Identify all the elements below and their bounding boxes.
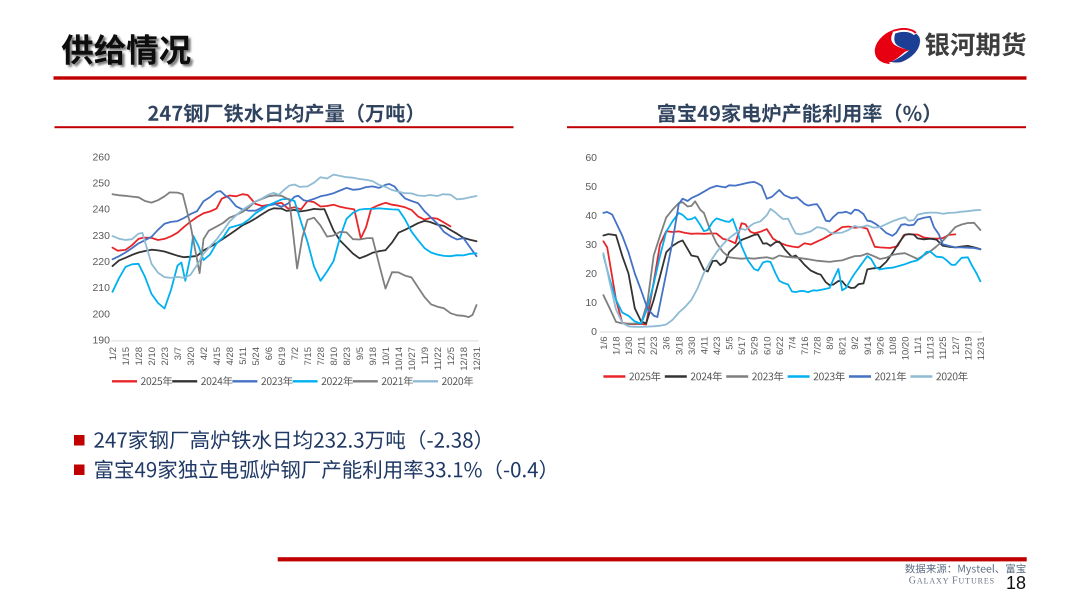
svg-text:8/21: 8/21 (838, 337, 849, 356)
svg-text:7/28: 7/28 (316, 347, 327, 366)
svg-text:5/11: 5/11 (238, 347, 249, 365)
svg-text:18: 18 (1006, 573, 1026, 593)
svg-text:2/23: 2/23 (649, 337, 660, 356)
svg-text:7/16: 7/16 (800, 337, 811, 356)
svg-text:7/15: 7/15 (303, 347, 314, 366)
svg-text:7/28: 7/28 (813, 337, 824, 356)
svg-text:6/19: 6/19 (277, 347, 288, 366)
svg-text:11/1: 11/1 (913, 337, 924, 355)
svg-text:50: 50 (585, 181, 597, 193)
svg-text:9/18: 9/18 (368, 347, 379, 366)
svg-text:5/5: 5/5 (725, 337, 736, 350)
svg-text:9/14: 9/14 (863, 337, 874, 356)
svg-text:3/7: 3/7 (173, 347, 184, 360)
svg-text:10/14: 10/14 (394, 347, 405, 371)
svg-text:5/24: 5/24 (251, 347, 262, 366)
svg-text:7/2: 7/2 (290, 347, 301, 360)
svg-text:10: 10 (585, 297, 597, 309)
svg-text:1/15: 1/15 (121, 347, 132, 366)
svg-text:40: 40 (585, 210, 597, 222)
svg-text:0: 0 (591, 326, 597, 338)
svg-text:5/17: 5/17 (737, 337, 748, 356)
svg-text:11/13: 11/13 (926, 337, 937, 360)
svg-text:12/5: 12/5 (446, 347, 457, 366)
svg-text:11/9: 11/9 (420, 347, 431, 365)
svg-text:9/5: 9/5 (355, 347, 366, 360)
svg-text:230: 230 (92, 230, 110, 242)
svg-text:12/31: 12/31 (976, 337, 987, 361)
svg-text:12/19: 12/19 (963, 337, 974, 361)
svg-text:7/4: 7/4 (787, 337, 798, 350)
svg-text:2/11: 2/11 (637, 337, 648, 355)
svg-text:30: 30 (585, 239, 597, 251)
svg-text:8/10: 8/10 (329, 347, 340, 366)
svg-text:10/1: 10/1 (381, 347, 392, 366)
svg-text:1/2: 1/2 (108, 347, 119, 360)
svg-text:11/25: 11/25 (938, 337, 949, 360)
svg-text:1/28: 1/28 (134, 347, 145, 366)
svg-text:12/31: 12/31 (472, 347, 483, 371)
svg-text:8/23: 8/23 (342, 347, 353, 366)
svg-text:2/23: 2/23 (160, 347, 171, 366)
svg-text:6/6: 6/6 (264, 347, 275, 360)
svg-text:260: 260 (92, 151, 110, 163)
svg-text:2/10: 2/10 (147, 347, 158, 366)
svg-text:1/18: 1/18 (612, 337, 623, 356)
svg-text:4/2: 4/2 (199, 347, 210, 360)
svg-text:5/29: 5/29 (750, 337, 761, 356)
svg-text:12/7: 12/7 (951, 337, 962, 356)
svg-text:9/26: 9/26 (875, 337, 886, 356)
svg-text:GALAXY FUTURES: GALAXY FUTURES (909, 576, 995, 587)
svg-text:3/18: 3/18 (674, 337, 685, 356)
svg-text:220: 220 (92, 256, 110, 268)
svg-text:11/22: 11/22 (433, 347, 444, 370)
svg-text:60: 60 (585, 152, 597, 164)
svg-text:240: 240 (92, 204, 110, 216)
svg-text:6/10: 6/10 (762, 337, 773, 356)
svg-text:1/30: 1/30 (624, 337, 635, 356)
svg-text:12/18: 12/18 (459, 347, 470, 371)
svg-text:210: 210 (92, 282, 110, 294)
svg-text:3/6: 3/6 (662, 337, 673, 350)
svg-text:10/20: 10/20 (901, 337, 912, 361)
svg-text:20: 20 (585, 268, 597, 280)
svg-text:3/20: 3/20 (186, 347, 197, 366)
svg-text:9/2: 9/2 (850, 337, 861, 350)
svg-text:4/15: 4/15 (212, 347, 223, 366)
svg-text:4/23: 4/23 (712, 337, 723, 356)
svg-text:10/27: 10/27 (407, 347, 418, 371)
svg-text:6/22: 6/22 (775, 337, 786, 356)
svg-text:200: 200 (92, 308, 110, 320)
svg-text:190: 190 (92, 335, 110, 347)
svg-text:4/11: 4/11 (699, 337, 710, 355)
svg-text:1/6: 1/6 (599, 337, 610, 350)
svg-text:4/28: 4/28 (225, 347, 236, 366)
svg-text:8/9: 8/9 (825, 337, 836, 350)
svg-text:250: 250 (92, 178, 110, 190)
svg-text:3/30: 3/30 (687, 337, 698, 356)
svg-text:10/8: 10/8 (888, 337, 899, 356)
